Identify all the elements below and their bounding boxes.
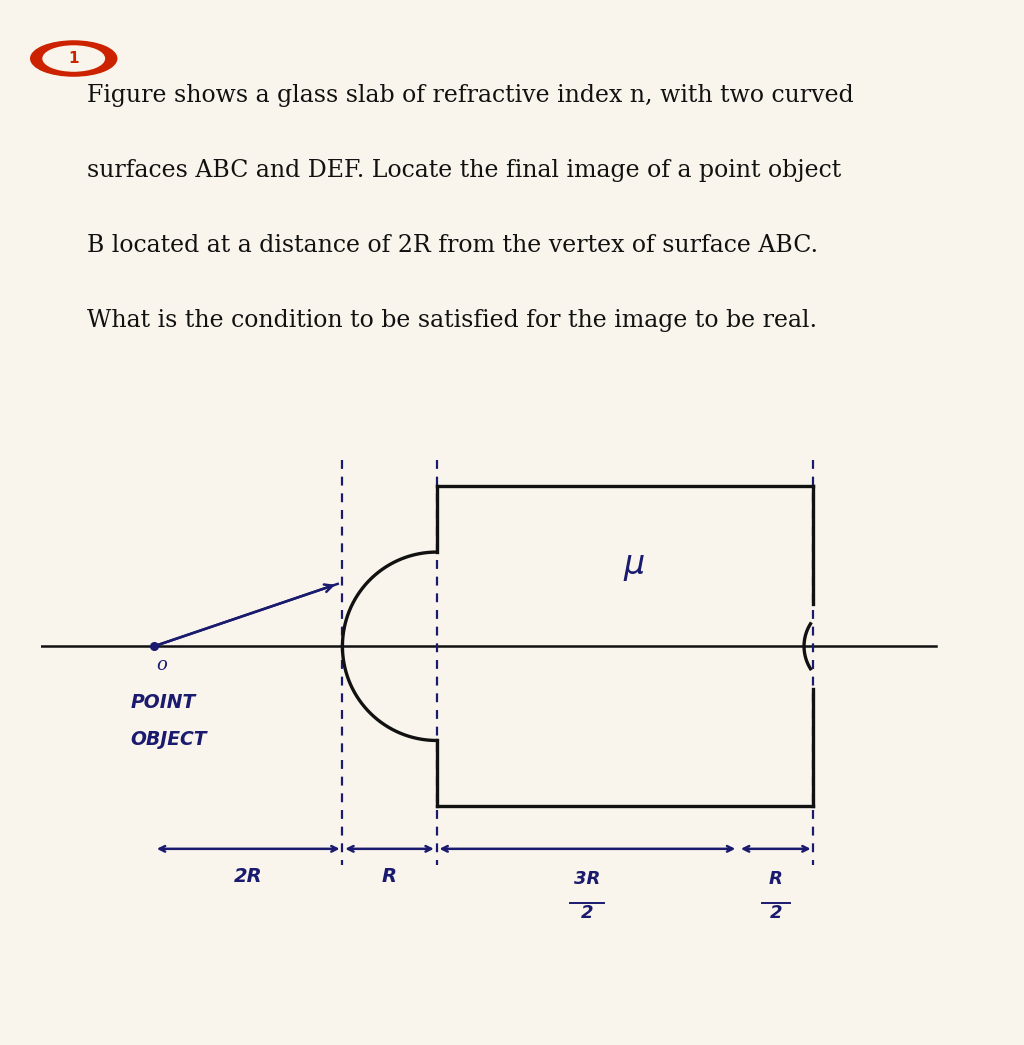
Text: OBJECT: OBJECT [130,730,207,749]
Text: $\mu$: $\mu$ [624,550,645,583]
Circle shape [43,46,104,71]
Text: What is the condition to be satisfied for the image to be real.: What is the condition to be satisfied fo… [87,309,817,332]
Text: 3R: 3R [574,869,600,887]
Text: surfaces ABC and DEF. Locate the final image of a point object: surfaces ABC and DEF. Locate the final i… [87,159,842,182]
Text: B located at a distance of 2R from the vertex of surface ABC.: B located at a distance of 2R from the v… [87,234,818,257]
Text: 2: 2 [581,904,594,922]
Text: Figure shows a glass slab of refractive index n, with two curved: Figure shows a glass slab of refractive … [87,84,854,107]
Text: 1: 1 [69,51,79,66]
Text: R: R [769,869,782,887]
Text: o: o [156,656,167,674]
Text: POINT: POINT [130,693,196,712]
Circle shape [31,41,117,76]
Text: 2R: 2R [233,866,262,886]
Text: 2: 2 [769,904,782,922]
Text: R: R [382,866,397,886]
